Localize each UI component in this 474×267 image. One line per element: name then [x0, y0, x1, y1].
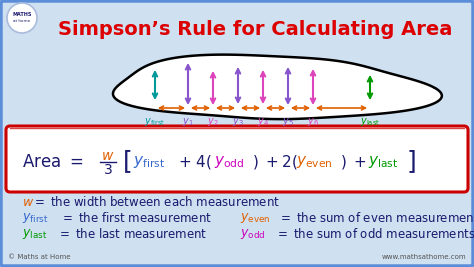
Text: $y_5$: $y_5$: [282, 116, 294, 128]
Text: $y_2$: $y_2$: [207, 116, 219, 128]
Text: $y_{\mathrm{odd}}$: $y_{\mathrm{odd}}$: [214, 154, 245, 170]
Text: $y_{\mathrm{last}}$: $y_{\mathrm{last}}$: [22, 227, 47, 241]
Text: $=$ the sum of odd measurements: $=$ the sum of odd measurements: [275, 227, 474, 241]
Text: $y_{\mathrm{odd}}$: $y_{\mathrm{odd}}$: [240, 227, 265, 241]
Text: $w$: $w$: [22, 195, 34, 209]
Text: $y_{\mathrm{first}}$: $y_{\mathrm{first}}$: [145, 116, 165, 128]
Text: $=$ the first measurement: $=$ the first measurement: [60, 211, 212, 225]
Text: $=$ the sum of even measurements: $=$ the sum of even measurements: [278, 211, 474, 225]
Text: at home: at home: [13, 19, 30, 23]
Text: www.mathsathome.com: www.mathsathome.com: [382, 254, 466, 260]
Text: Simpson’s Rule for Calculating Area: Simpson’s Rule for Calculating Area: [58, 20, 452, 39]
Polygon shape: [113, 55, 442, 119]
Text: $y_{\mathrm{even}}$: $y_{\mathrm{even}}$: [296, 154, 333, 170]
Text: $+\ 4($: $+\ 4($: [178, 153, 212, 171]
Text: $=$ the width between each measurement: $=$ the width between each measurement: [32, 195, 280, 209]
Text: $y_{\mathrm{first}}$: $y_{\mathrm{first}}$: [133, 154, 165, 170]
Text: $[$: $[$: [122, 149, 131, 175]
Circle shape: [7, 3, 37, 33]
Text: $]$: $]$: [406, 149, 416, 175]
Text: $w$: $w$: [101, 149, 115, 163]
Text: $y_{\mathrm{last}}$: $y_{\mathrm{last}}$: [360, 116, 380, 128]
Text: $y_6$: $y_6$: [307, 116, 319, 128]
Text: $y_3$: $y_3$: [232, 116, 244, 128]
Text: © Maths at Home: © Maths at Home: [8, 254, 71, 260]
Text: $=$ the last measurement: $=$ the last measurement: [57, 227, 207, 241]
Text: $y_4$: $y_4$: [257, 116, 269, 128]
Text: $y_{\mathrm{even}}$: $y_{\mathrm{even}}$: [240, 211, 270, 225]
Text: $y_1$: $y_1$: [182, 116, 194, 128]
FancyBboxPatch shape: [6, 126, 468, 192]
Text: $)\ +$: $)\ +$: [340, 153, 367, 171]
Text: $3$: $3$: [103, 163, 113, 177]
Text: MATHS: MATHS: [12, 13, 32, 18]
Text: $)\ +2($: $)\ +2($: [252, 153, 298, 171]
Text: $y_{\mathrm{last}}$: $y_{\mathrm{last}}$: [368, 154, 399, 170]
Text: Area $=$: Area $=$: [22, 153, 83, 171]
Text: $y_{\mathrm{first}}$: $y_{\mathrm{first}}$: [22, 211, 48, 225]
